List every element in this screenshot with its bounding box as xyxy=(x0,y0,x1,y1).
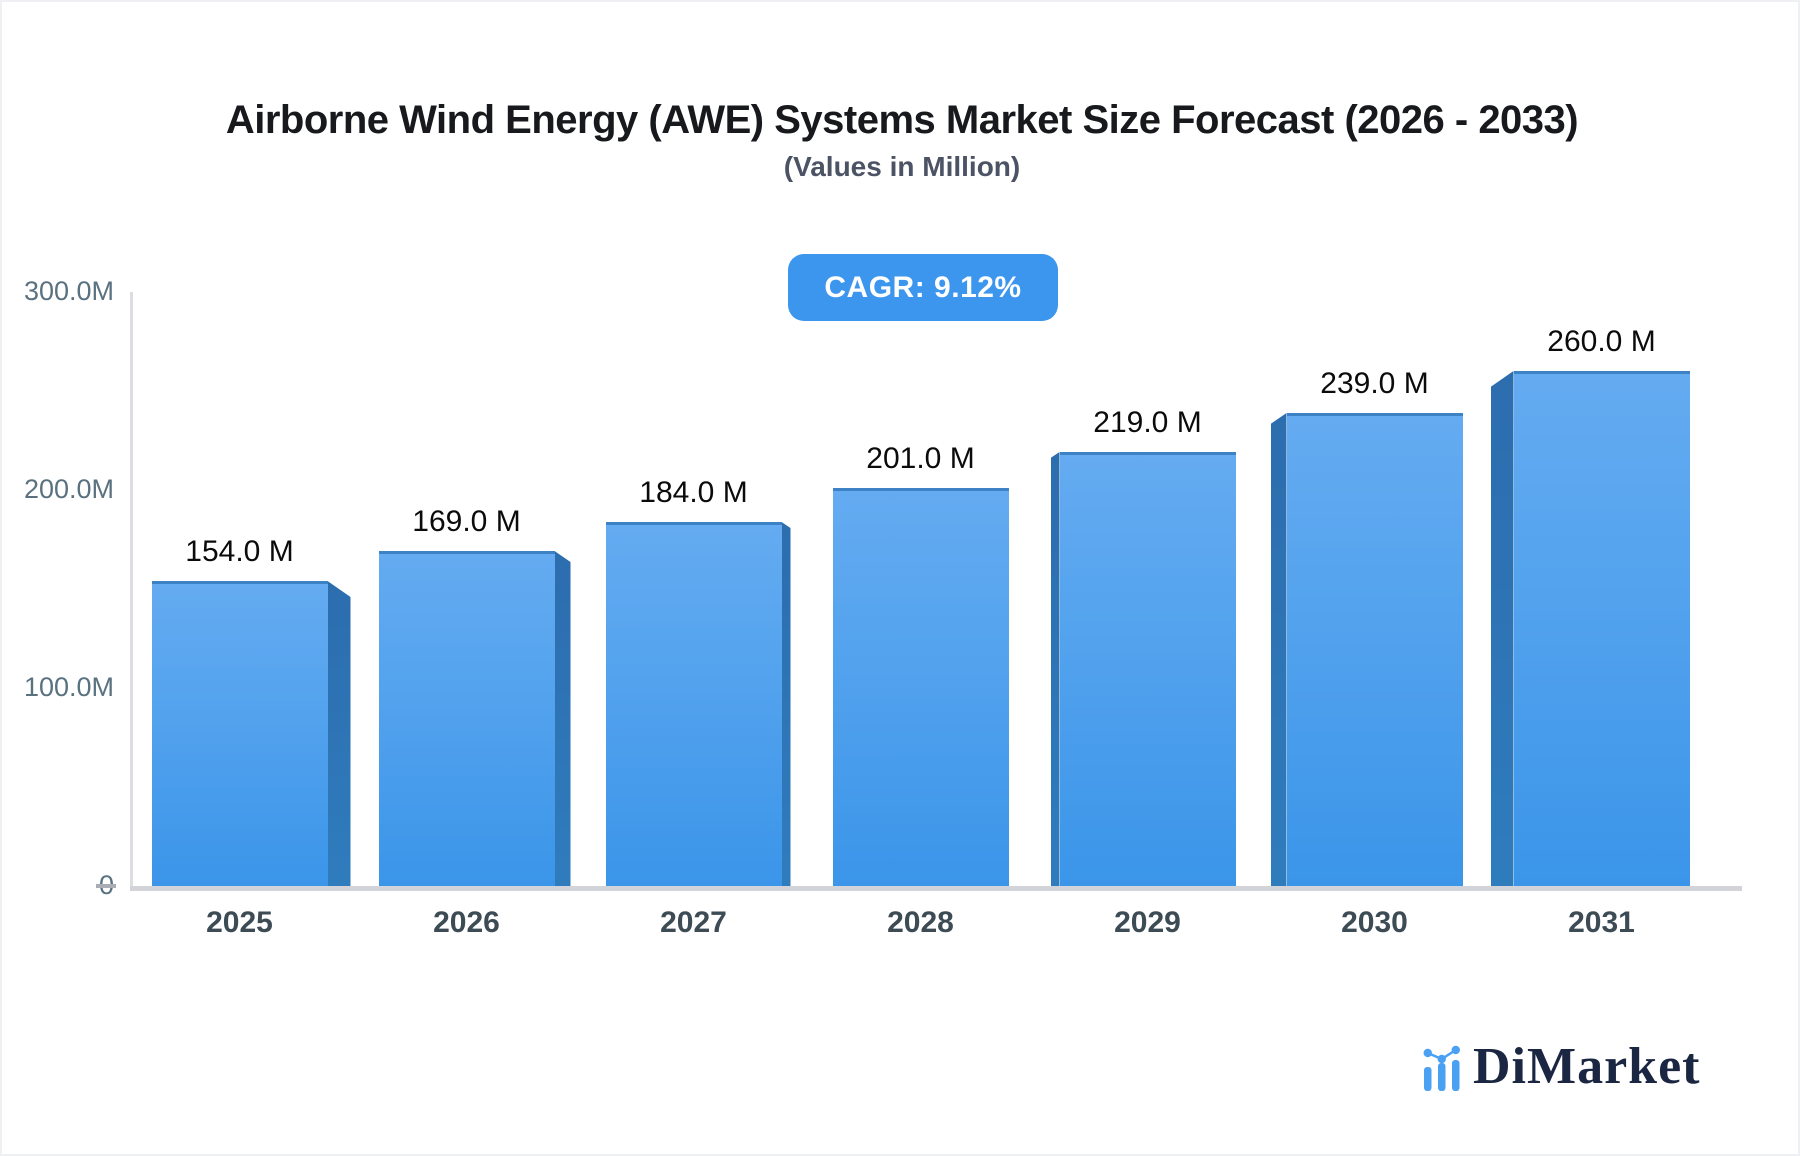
x-axis-label: 2030 xyxy=(1341,906,1408,939)
x-axis-label: 2027 xyxy=(660,906,727,939)
bar-value-label: 184.0 M xyxy=(639,476,748,509)
chart-title: Airborne Wind Energy (AWE) Systems Marke… xyxy=(225,98,1579,142)
y-axis-label: 100.0M xyxy=(23,672,114,702)
bar-2026-side xyxy=(554,551,571,886)
chart-subtitle: (Values in Million) xyxy=(783,151,1021,182)
brand-name: DiMarket xyxy=(1473,1038,1701,1095)
x-axis-label: 2026 xyxy=(433,906,500,939)
bar-2029[interactable] xyxy=(1059,452,1236,886)
bar-2030-side xyxy=(1270,413,1287,886)
y-axis-tick xyxy=(96,884,116,888)
x-axis-label: 2028 xyxy=(887,906,954,939)
x-axis-label: 2029 xyxy=(1114,906,1181,939)
brand-logo: DiMarket xyxy=(1421,1038,1751,1099)
x-axis-label: 2031 xyxy=(1568,906,1635,939)
x-axis-label: 2025 xyxy=(206,906,273,939)
bar-value-label: 239.0 M xyxy=(1320,367,1429,400)
bar-chart-sparkline-icon xyxy=(1423,1045,1460,1091)
bar-value-label: 154.0 M xyxy=(185,535,294,568)
bar-2031-side xyxy=(1490,371,1514,886)
bar-2027[interactable] xyxy=(605,522,782,886)
x-axis-baseline xyxy=(130,886,1742,891)
bar-2031[interactable] xyxy=(1513,371,1690,886)
y-axis-label: 200.0M xyxy=(23,474,114,504)
bar-value-label: 201.0 M xyxy=(866,442,975,475)
bar-2025[interactable] xyxy=(151,581,328,886)
bar-value-label: 219.0 M xyxy=(1093,406,1202,439)
y-axis-label: 300.0M xyxy=(23,276,114,306)
cagr-badge: CAGR: 9.12% xyxy=(788,254,1058,321)
bar-2025-side xyxy=(327,581,351,886)
bar-2028[interactable] xyxy=(832,488,1009,886)
bar-2026[interactable] xyxy=(378,551,555,886)
bar-value-label: 169.0 M xyxy=(412,505,521,538)
bar-2027-side xyxy=(781,522,791,886)
bar-2030[interactable] xyxy=(1286,413,1463,886)
bar-2029-side xyxy=(1050,452,1060,886)
bar-value-label: 260.0 M xyxy=(1547,325,1656,358)
y-axis-line xyxy=(130,292,133,888)
